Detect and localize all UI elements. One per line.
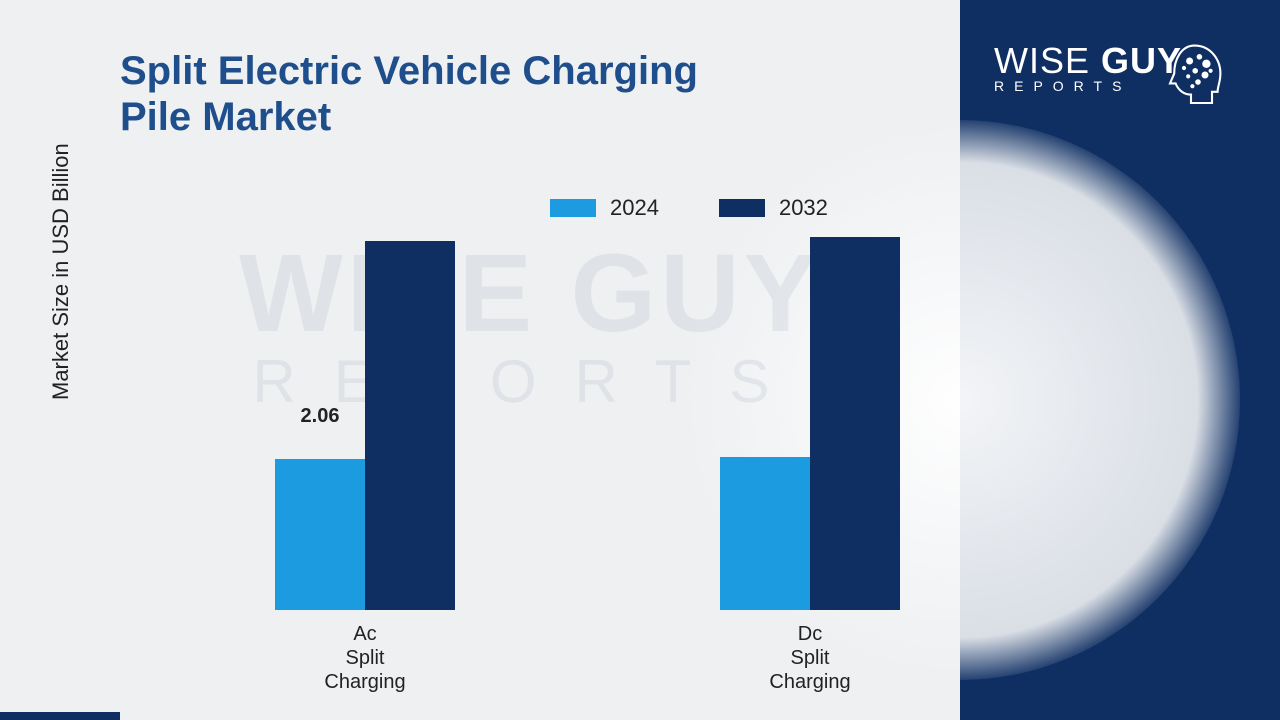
chart-title: Split Electric Vehicle Charging Pile Mar… — [120, 48, 760, 140]
brand-word-1: WISE — [994, 40, 1090, 81]
legend-swatch-2024 — [550, 199, 596, 217]
bar-2032-1 — [810, 237, 900, 610]
bar-2024-1 — [720, 457, 810, 610]
bar-group — [720, 237, 900, 610]
bar-group — [275, 241, 455, 610]
legend-swatch-2032 — [719, 199, 765, 217]
brand-logo: WISE GUY REPORTS — [994, 40, 1220, 94]
bar-2032-0 — [365, 241, 455, 610]
category-label: AcSplitCharging — [275, 614, 455, 694]
legend-item-2024: 2024 — [550, 195, 659, 221]
brain-head-icon — [1156, 40, 1226, 110]
chart-plot-area: 2.06AcSplitChargingDcSplitCharging — [130, 230, 950, 610]
legend-label-2024: 2024 — [610, 195, 659, 221]
chart-canvas: WISE GUY REPORTS Split Electric Vehicle … — [0, 0, 1280, 720]
footer-accent-bar — [0, 712, 120, 720]
chart-legend: 2024 2032 — [550, 195, 828, 221]
category-label: DcSplitCharging — [720, 614, 900, 694]
y-axis-label: Market Size in USD Billion — [48, 143, 74, 400]
bar-2024-0 — [275, 459, 365, 610]
legend-item-2032: 2032 — [719, 195, 828, 221]
legend-label-2032: 2032 — [779, 195, 828, 221]
